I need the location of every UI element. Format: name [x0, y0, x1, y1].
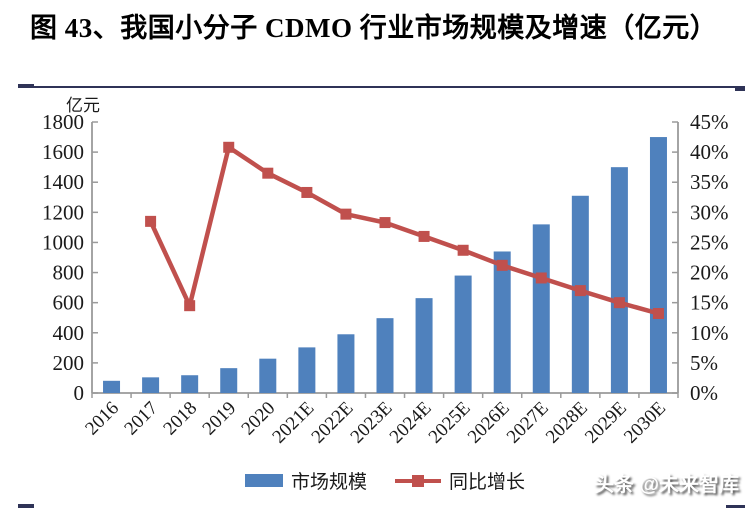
- legend-item-yoy-growth: 同比增长: [395, 467, 525, 494]
- left-axis-tick-label: 400: [53, 321, 85, 345]
- watermark-text: 头条 @未来智库: [593, 474, 739, 496]
- bar-2018: [181, 375, 199, 393]
- line-series-swatch-icon: [395, 474, 441, 487]
- yoy-growth-marker-2017: [145, 215, 157, 227]
- left-axis-tick-label: 1000: [42, 230, 84, 254]
- bar-2024E: [415, 298, 433, 393]
- title-separator-line: [18, 86, 745, 88]
- yoy-growth-marker-2023E: [379, 217, 391, 229]
- footer-separator-right-cap: [726, 505, 745, 508]
- left-axis-unit-label: 亿元: [66, 96, 100, 115]
- x-axis-category-label: 2026E: [464, 398, 514, 448]
- footer-separator-left-cap: [18, 504, 34, 508]
- title-separator-right-cap: [735, 88, 745, 91]
- yoy-growth-marker-2022E: [340, 208, 352, 220]
- right-axis-tick-label: 10%: [690, 321, 729, 345]
- right-axis-tick-label: 30%: [690, 200, 729, 224]
- legend-label-market-size: 市场规模: [290, 472, 367, 493]
- yoy-growth-marker-2021E: [301, 186, 313, 198]
- yoy-growth-marker-2029E: [613, 297, 625, 309]
- left-axis-tick-label: 200: [53, 351, 85, 375]
- left-axis-tick-label: 1800: [42, 110, 84, 134]
- right-axis-tick-label: 35%: [690, 170, 729, 194]
- yoy-growth-marker-2025E: [457, 244, 469, 256]
- x-axis-category-label: 2022E: [308, 398, 358, 448]
- x-axis-category-label: 2017: [120, 398, 162, 440]
- left-axis-tick-label: 800: [53, 261, 85, 285]
- right-axis-tick-label: 15%: [690, 291, 729, 315]
- right-axis-tick-label: 40%: [690, 140, 729, 164]
- bar-2022E: [337, 334, 355, 393]
- bar-2025E: [454, 275, 472, 393]
- bar-2029E: [610, 167, 628, 393]
- right-axis-tick-label: 25%: [690, 230, 729, 254]
- right-axis-tick-label: 0%: [690, 381, 718, 405]
- x-axis-category-label: 2025E: [425, 398, 475, 448]
- right-axis-tick-label: 20%: [690, 261, 729, 285]
- yoy-growth-marker-2018: [184, 300, 196, 312]
- bar-2020: [259, 358, 277, 393]
- bar-2023E: [376, 318, 394, 393]
- x-axis-category-label: 2021E: [268, 398, 318, 448]
- chart-legend: 市场规模 同比增长: [92, 467, 678, 494]
- yoy-growth-marker-2028E: [574, 285, 586, 297]
- left-axis-tick-label: 600: [53, 291, 85, 315]
- left-axis-tick-label: 1200: [42, 200, 84, 224]
- bar-2027E: [532, 224, 550, 393]
- bar-2026E: [493, 251, 511, 393]
- x-axis-category-label: 2018: [159, 398, 201, 440]
- right-axis-tick-label: 5%: [690, 351, 718, 375]
- yoy-growth-marker-2027E: [535, 272, 547, 284]
- x-axis-category-label: 2019: [199, 398, 241, 440]
- yoy-growth-line: [148, 145, 660, 316]
- yoy-growth-marker-2024E: [418, 230, 430, 242]
- x-axis-category-label: 2016: [81, 398, 123, 440]
- title-separator-cap: [18, 84, 34, 88]
- legend-item-market-size: 市场规模: [244, 467, 367, 494]
- chart-canvas: 0 200 400 600 800 1000 1200 1400 1600 1800 0% 5% 10%…: [42, 96, 729, 448]
- legend-label-yoy-growth: 同比增长: [449, 472, 526, 493]
- bar-2021E: [298, 347, 316, 393]
- bar-series-swatch-icon: [244, 474, 283, 487]
- bar-2017: [142, 377, 160, 393]
- bar-2030E: [649, 137, 667, 393]
- yoy-growth-marker-2026E: [496, 259, 508, 271]
- yoy-growth-marker-2019: [223, 141, 235, 153]
- yoy-growth-marker-2030E: [652, 308, 664, 320]
- x-axis-category-label: 2023E: [347, 398, 397, 448]
- bar-2019: [220, 368, 238, 393]
- x-axis-category-label: 2029E: [581, 398, 631, 448]
- figure-title: 图 43、我国小分子 CDMO 行业市场规模及增速（亿元）: [30, 13, 718, 43]
- right-axis-tick-label: 45%: [690, 110, 729, 134]
- yoy-growth-marker-2020: [262, 167, 274, 179]
- left-axis-tick-label: 1400: [42, 170, 84, 194]
- x-axis-category-label: 2030E: [620, 398, 670, 448]
- x-axis-category-label: 2028E: [542, 398, 592, 448]
- bar-2016: [103, 380, 121, 393]
- x-axis-category-label: 2024E: [386, 398, 436, 448]
- left-axis-tick-label: 1600: [42, 140, 84, 164]
- x-axis-category-label: 2027E: [503, 398, 553, 448]
- left-axis-tick-label: 0: [74, 381, 85, 405]
